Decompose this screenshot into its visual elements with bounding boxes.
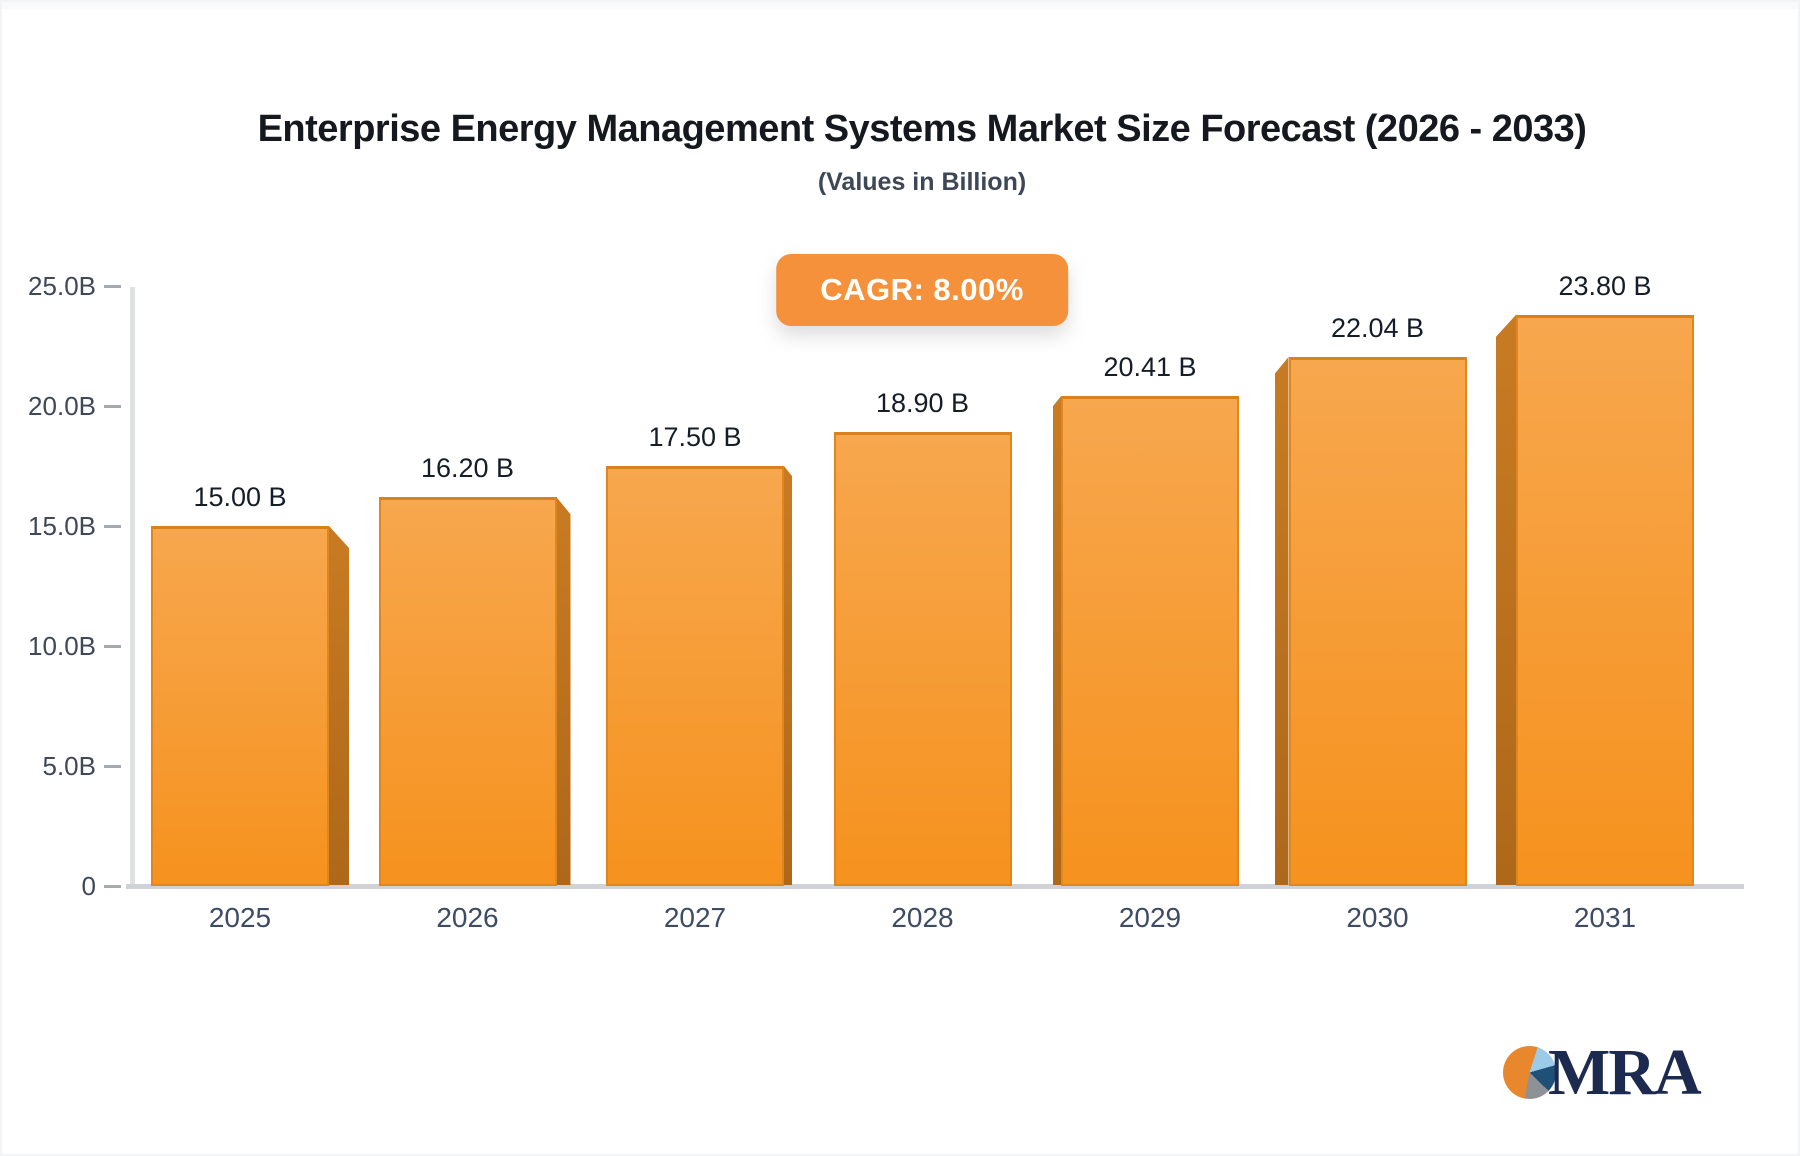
bar [1288, 357, 1467, 886]
bar-value-label: 15.00 B [193, 482, 287, 512]
bar [1516, 314, 1694, 886]
y-axis-line [130, 287, 135, 886]
x-axis-label: 2029 [1118, 902, 1182, 933]
bar-side-face [556, 497, 571, 885]
y-tick-label: 25.0B [28, 271, 96, 301]
chart-subtitle: (Values in Billion) [817, 168, 1027, 196]
pie-chart-icon [1503, 1046, 1556, 1099]
bar-side-face [1274, 357, 1289, 885]
x-axis-label: 2025 [208, 902, 272, 933]
y-tick-dash [104, 764, 121, 768]
y-tick-dash [104, 404, 121, 408]
mra-logo: MRA [1503, 1036, 1702, 1109]
bar [833, 432, 1012, 886]
y-tick-dash [104, 524, 121, 528]
bar-value-label: 22.04 B [1330, 313, 1425, 344]
cagr-badge-label: CAGR: 8.00% [820, 272, 1024, 307]
y-tick-dash [104, 884, 121, 888]
bar-value-label: 18.90 B [875, 388, 970, 419]
x-axis-label: 2026 [436, 902, 499, 933]
bar [1061, 396, 1239, 886]
y-tick-label: 10.0B [28, 631, 96, 661]
x-axis-label: 2030 [1346, 902, 1409, 933]
y-tick-label: 0 [81, 871, 96, 901]
bar-side-face [329, 526, 349, 885]
bar-side-face [1496, 314, 1516, 885]
bar [606, 466, 784, 886]
y-tick-label: 5.0B [42, 751, 97, 781]
x-axis-line [126, 884, 1744, 889]
y-tick-label: 15.0B [28, 511, 96, 541]
y-tick-dash [104, 284, 121, 288]
bar-value-label: 17.50 B [648, 422, 742, 452]
cagr-badge: CAGR: 8.00% [776, 254, 1068, 326]
bar-value-label: 16.20 B [420, 453, 515, 484]
bar-value-label: 23.80 B [1558, 270, 1652, 301]
chart-title: Enterprise Energy Management Systems Mar… [257, 108, 1587, 150]
bar [378, 497, 557, 886]
y-tick-label: 20.0B [28, 391, 96, 421]
bar-value-label: 20.41 B [1103, 352, 1197, 383]
x-axis-label: 2027 [663, 902, 727, 933]
y-tick-dash [104, 644, 121, 648]
x-axis-label: 2031 [1573, 902, 1637, 933]
x-axis-label: 2028 [891, 902, 954, 933]
bar-side-face [1053, 396, 1061, 885]
bar-side-face [784, 466, 792, 885]
logo-text: MRA [1548, 1036, 1702, 1109]
bar [151, 526, 329, 886]
